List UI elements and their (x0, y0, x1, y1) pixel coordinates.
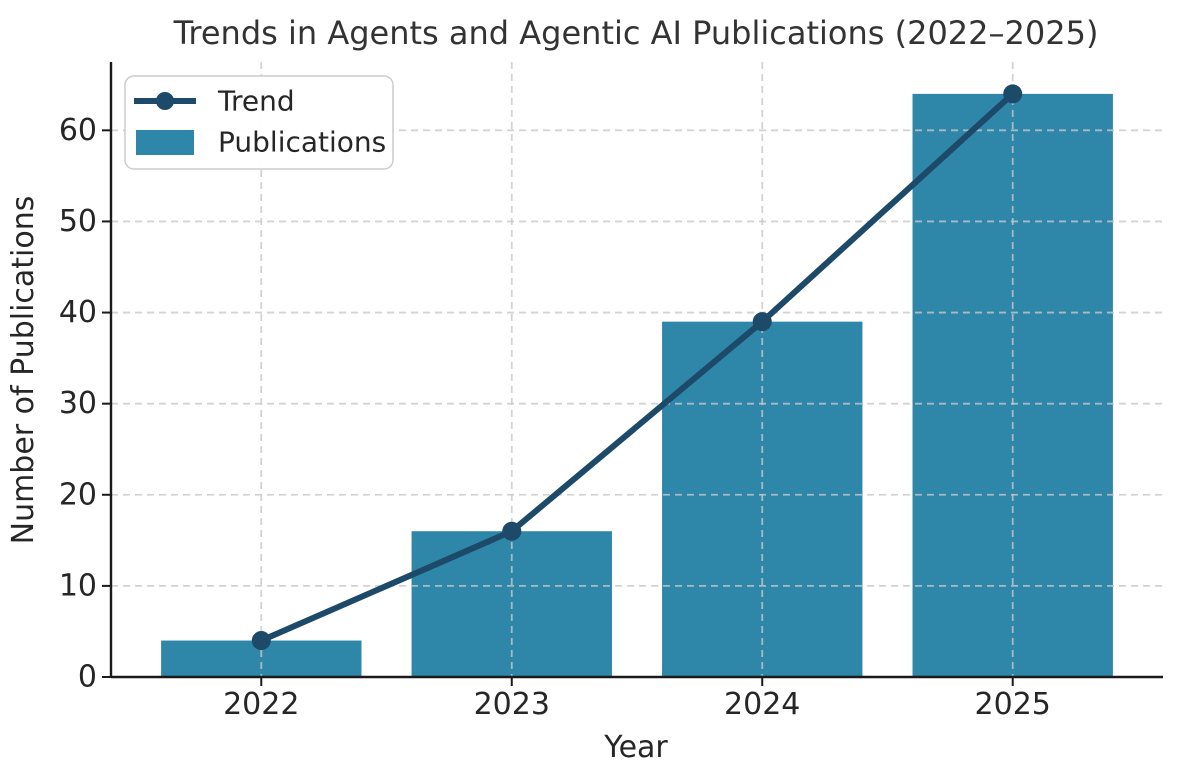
y-tick-label-30: 30 (59, 386, 97, 421)
y-tick-label-60: 60 (59, 113, 97, 148)
x-tick-label-2024: 2024 (724, 687, 800, 722)
axes-group (102, 62, 1163, 686)
y-tick-label-10: 10 (59, 568, 97, 603)
trend-marker-2025 (1003, 84, 1023, 104)
y-tick-label-40: 40 (59, 295, 97, 330)
trend-marker-2022 (251, 631, 271, 651)
bar-2025 (912, 93, 1113, 677)
legend-publications-swatch (136, 130, 194, 155)
chart-title: Trends in Agents and Agentic AI Publicat… (173, 14, 1099, 52)
legend-trend-marker-swatch (156, 92, 174, 110)
legend-label-trend: Trend (217, 85, 295, 118)
x-axis-label: Year (603, 730, 668, 765)
y-tick-label-0: 0 (78, 660, 97, 695)
bars-group (161, 93, 1113, 677)
trend-line-group (251, 84, 1023, 651)
y-tick-label-50: 50 (59, 204, 97, 239)
x-tick-label-2023: 2023 (474, 687, 550, 722)
trend-marker-2024 (752, 312, 772, 332)
x-tick-label-2022: 2022 (223, 687, 299, 722)
y-tick-label-20: 20 (59, 477, 97, 512)
x-tick-label-2025: 2025 (975, 687, 1051, 722)
y-tick-labels-group: 0 10 20 30 40 50 60 (59, 113, 97, 695)
legend: Trend Publications (124, 75, 394, 170)
legend-label-publications: Publications (218, 126, 386, 159)
trend-marker-2023 (502, 521, 522, 541)
y-axis-label: Number of Publications (6, 196, 41, 545)
x-tick-labels-group: 2022 2023 2024 2025 (223, 687, 1051, 722)
trend-line (258, 90, 1016, 644)
